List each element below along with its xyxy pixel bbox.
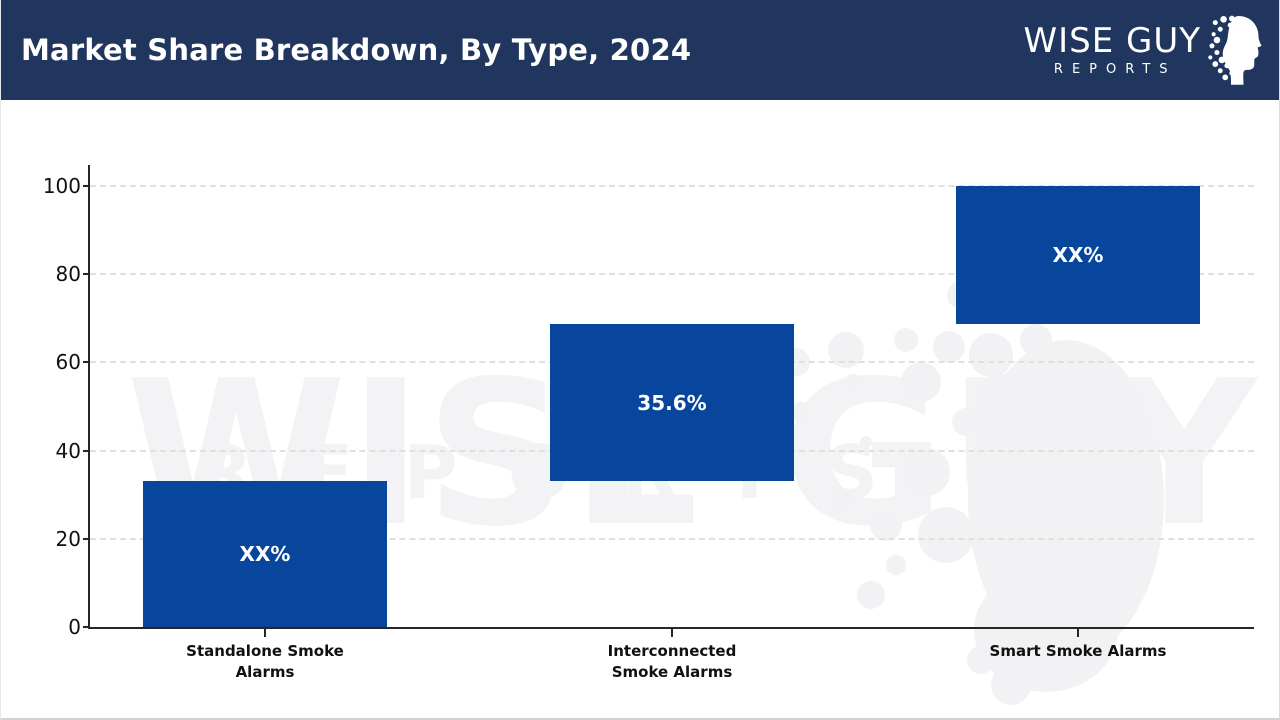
bar-segment: XX% xyxy=(143,481,387,627)
y-tick xyxy=(83,626,90,628)
watermark-face-icon xyxy=(782,244,1164,705)
bar-segment: XX% xyxy=(956,186,1200,325)
y-tick xyxy=(83,449,90,452)
bar-value-label: 35.6% xyxy=(637,390,707,415)
wiseguy-logo: WISE GUY REPORTS xyxy=(1023,12,1265,88)
x-tick xyxy=(264,629,266,637)
chart-title: Market Share Breakdown, By Type, 2024 xyxy=(21,33,692,67)
x-axis-line xyxy=(88,627,1254,629)
y-tick-label: 20 xyxy=(55,526,81,551)
gridline xyxy=(90,537,1254,540)
y-tick-label: 0 xyxy=(68,615,81,639)
y-tick-label: 40 xyxy=(55,438,81,463)
logo-line1: WISE GUY xyxy=(1023,20,1201,61)
logo-line2: REPORTS xyxy=(1053,61,1177,77)
gridline xyxy=(90,185,1254,187)
y-tick-label: 60 xyxy=(55,350,81,375)
y-tick xyxy=(83,361,90,364)
bar-value-label: XX% xyxy=(239,542,291,567)
y-tick-label: 80 xyxy=(55,262,81,287)
x-tick xyxy=(1077,629,1079,637)
y-tick xyxy=(83,185,90,187)
category-label: Smart Smoke Alarms xyxy=(989,642,1167,660)
y-tick xyxy=(83,537,90,540)
logo-face-icon xyxy=(1208,15,1262,85)
y-tick-label: 100 xyxy=(42,174,81,198)
plot-area: WISE GUY REPORTS 020406080100XX%Standalo… xyxy=(1,100,1279,718)
logo-wordmark: WISE GUY REPORTS xyxy=(1023,24,1201,77)
category-label: Interconnected Smoke Alarms xyxy=(607,642,737,681)
y-axis-line xyxy=(88,165,90,629)
y-tick xyxy=(83,273,90,276)
header: Market Share Breakdown, By Type, 2024 WI… xyxy=(1,0,1279,100)
category-label: Standalone Smoke Alarms xyxy=(186,642,344,681)
bar-value-label: XX% xyxy=(1052,243,1104,268)
bar-segment: 35.6% xyxy=(550,324,794,482)
gridline xyxy=(90,273,1254,276)
x-tick xyxy=(671,629,673,637)
